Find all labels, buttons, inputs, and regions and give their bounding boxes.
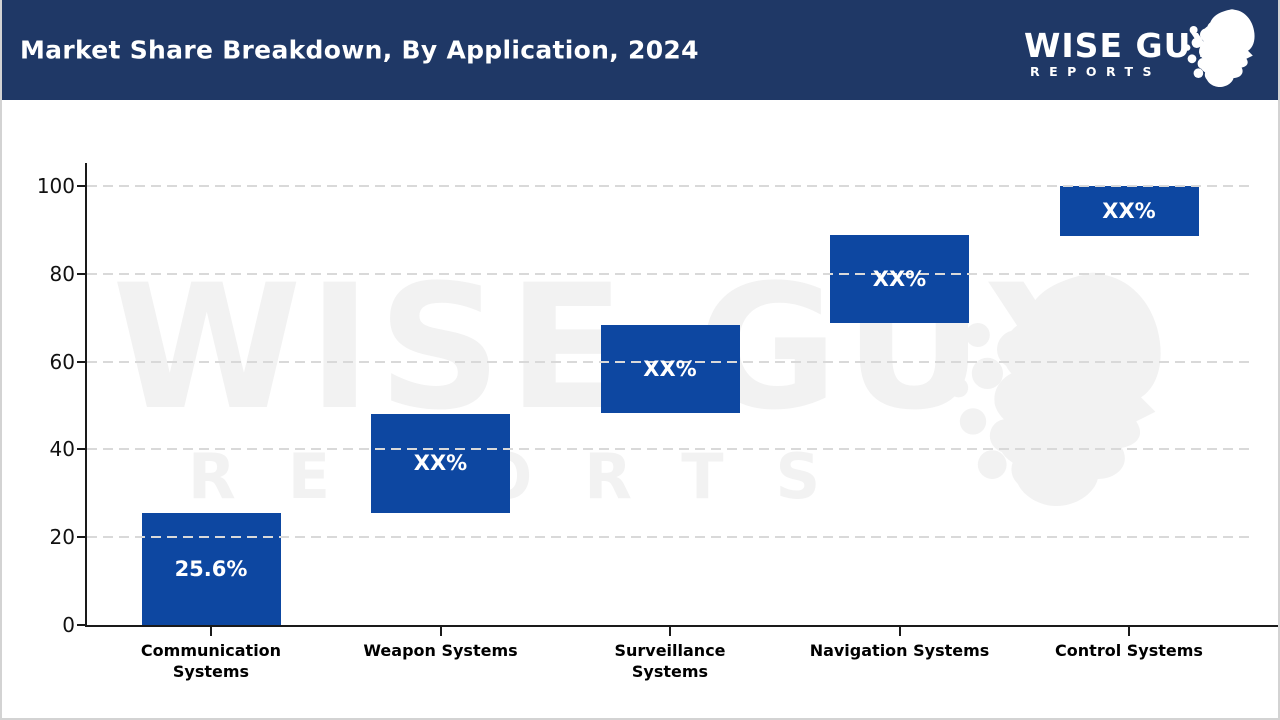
y-tick-mark (77, 272, 86, 275)
x-tick-mark (439, 627, 442, 636)
x-category-label-line: Communication (140, 641, 282, 660)
logo: WISE GUY REPORTS (1020, 0, 1270, 100)
bar (1059, 186, 1199, 237)
page-title: Market Share Breakdown, By Application, … (20, 35, 699, 65)
logo-wordmark: WISE GUY (1024, 26, 1217, 65)
y-tick-mark (77, 360, 86, 363)
gridline (87, 360, 1252, 363)
bar-value-label: XX% (872, 267, 927, 292)
y-tick-mark (77, 448, 86, 451)
y-tick-label: 0 (62, 613, 75, 637)
x-axis-spine (85, 625, 1278, 627)
bar (600, 324, 740, 414)
watermark-head-icon (940, 272, 1161, 507)
x-tick-mark (669, 627, 671, 636)
x-category-label-line: Systems (172, 662, 250, 681)
bar-value-label: XX% (643, 357, 697, 382)
bar-value-label: 25.6% (174, 556, 248, 581)
x-category-label: Surveillance Systems (550, 640, 790, 682)
gridline (87, 448, 1252, 451)
x-tick-mark (898, 627, 901, 636)
y-tick-mark (77, 624, 86, 626)
y-tick-mark (77, 536, 86, 539)
x-category-label-line: Weapon Systems (363, 641, 518, 660)
bar (830, 235, 969, 323)
bar-value-label: XX% (413, 451, 468, 476)
x-category-label-line: Surveillance (614, 641, 726, 660)
y-tick-label: 80 (49, 261, 75, 286)
gridline (87, 185, 1252, 187)
x-category-label-line: Systems (631, 662, 709, 681)
x-tick-mark (1128, 627, 1130, 636)
y-tick-label: 60 (49, 349, 75, 374)
header-bar: Market Share Breakdown, By Application, … (0, 0, 1280, 100)
watermark-subtext: REPORTS (188, 440, 873, 513)
gridline (87, 536, 1252, 539)
y-axis-spine (85, 163, 87, 627)
x-category-label: Communication Systems (91, 640, 331, 682)
bar-value-label: XX% (1102, 199, 1156, 224)
logo-head-icon (1181, 9, 1255, 88)
x-category-label-line: Navigation Systems (809, 641, 990, 660)
y-tick-label: 40 (49, 437, 75, 462)
y-tick-mark (77, 185, 86, 187)
bar (141, 512, 281, 625)
logo-subtext: REPORTS (1030, 64, 1162, 79)
x-tick-mark (210, 627, 212, 636)
y-tick-label: 100 (36, 174, 75, 198)
bar (371, 414, 510, 513)
x-category-label: Control Systems (1009, 640, 1249, 661)
y-tick-label: 20 (49, 525, 75, 550)
gridline (87, 272, 1252, 275)
x-category-label: Weapon Systems (321, 640, 561, 661)
x-category-label-line: Control Systems (1055, 641, 1203, 660)
x-category-label: Navigation Systems (780, 640, 1020, 661)
